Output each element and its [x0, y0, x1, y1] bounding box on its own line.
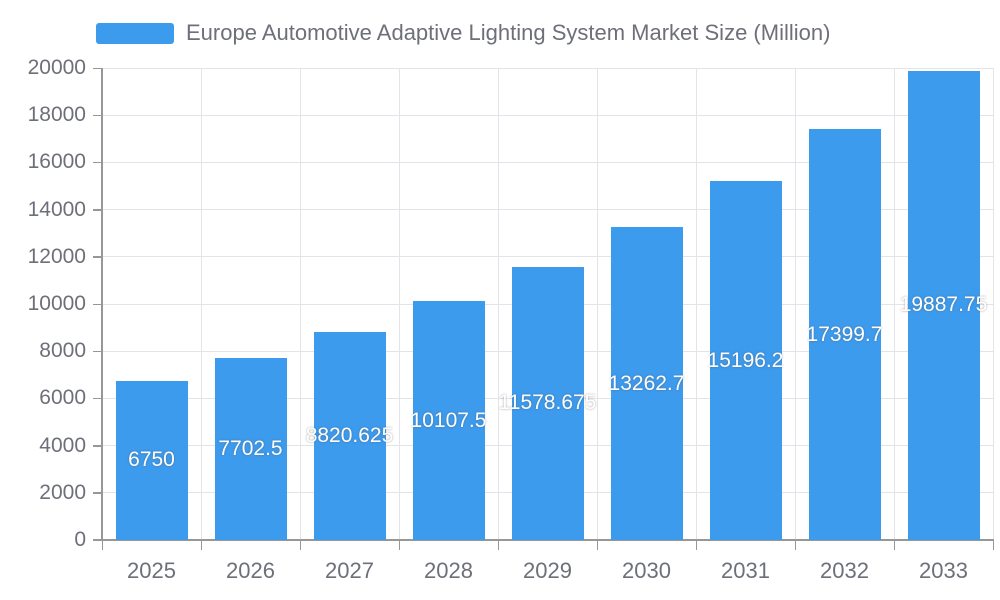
v-gridline [794, 68, 796, 540]
bar-value-label: 10107.5 [410, 408, 487, 432]
bar-value-label: 15196.2 [707, 348, 784, 372]
x-axis-tick [596, 541, 598, 550]
v-gridline [299, 68, 301, 540]
x-tick-label: 2027 [325, 558, 374, 583]
y-tick-label: 8000 [39, 339, 86, 363]
bar[interactable] [907, 70, 980, 540]
y-tick-label: 0 [74, 528, 86, 551]
v-gridline [200, 68, 202, 540]
x-axis-tick [200, 541, 202, 550]
x-tick-label: 2030 [622, 558, 671, 583]
x-tick-label: 2032 [820, 558, 869, 583]
x-tick-label: 2031 [721, 558, 770, 583]
y-tick-label: 14000 [27, 197, 86, 221]
y-axis-tick [93, 209, 101, 211]
x-axis-line [93, 539, 994, 541]
x-tick-label: 2025 [127, 558, 176, 583]
h-gridline [102, 161, 993, 163]
h-gridline [102, 67, 993, 69]
x-axis-tick [794, 541, 796, 550]
y-axis-tick [93, 492, 101, 494]
y-axis-tick [93, 539, 101, 541]
y-axis-line [101, 68, 103, 540]
y-axis-tick [93, 303, 101, 305]
y-axis-tick [93, 445, 101, 447]
x-axis-tick [398, 541, 400, 550]
v-gridline [596, 68, 598, 540]
bar-value-label: 8820.625 [305, 423, 394, 447]
bar[interactable] [808, 129, 881, 540]
bar-value-label: 6750 [128, 448, 175, 472]
x-tick-label: 2026 [226, 558, 275, 583]
v-gridline [893, 68, 895, 540]
x-tick-label: 2029 [523, 558, 572, 583]
v-gridline [497, 68, 499, 540]
bar-value-label: 17399.7 [806, 322, 883, 346]
x-axis-tick [992, 541, 994, 550]
h-gridline [102, 256, 993, 258]
y-tick-label: 16000 [27, 150, 86, 174]
y-axis-tick [93, 350, 101, 353]
x-axis-tick [497, 541, 499, 550]
v-gridline [695, 68, 697, 540]
v-gridline [992, 68, 994, 540]
y-axis-tick [93, 67, 101, 69]
y-axis-tick [93, 114, 101, 117]
bar[interactable] [214, 358, 287, 540]
y-axis-tick [93, 161, 101, 164]
bar-value-label: 19887.75 [899, 293, 988, 317]
y-tick-label: 20000 [27, 56, 86, 79]
bar[interactable] [412, 301, 485, 540]
v-gridline [398, 68, 400, 540]
bar-value-label: 11578.675 [498, 391, 597, 415]
x-tick-label: 2033 [919, 558, 968, 583]
y-tick-label: 2000 [39, 480, 86, 504]
h-gridline [102, 209, 993, 211]
h-gridline [102, 114, 993, 116]
y-tick-label: 10000 [27, 292, 86, 315]
x-axis-tick [299, 541, 301, 550]
bar[interactable] [610, 227, 683, 540]
y-tick-label: 18000 [27, 103, 86, 127]
legend-item[interactable]: Europe Automotive Adaptive Lighting Syst… [96, 20, 830, 46]
bar-value-label: 7702.5 [218, 437, 283, 461]
legend-label: Europe Automotive Adaptive Lighting Syst… [186, 20, 831, 45]
y-axis-tick [93, 256, 101, 258]
legend-swatch [96, 22, 174, 44]
bar[interactable] [709, 181, 782, 540]
x-axis-tick [893, 541, 895, 550]
bar[interactable] [313, 331, 386, 540]
x-axis-tick [695, 541, 697, 550]
bar[interactable] [115, 380, 188, 540]
y-tick-label: 12000 [27, 244, 86, 268]
bar[interactable] [511, 266, 584, 540]
y-tick-label: 4000 [39, 433, 86, 457]
bar-value-label: 13262.7 [608, 371, 685, 395]
x-axis-tick [101, 541, 103, 550]
y-axis-tick [93, 397, 101, 400]
x-tick-label: 2028 [424, 558, 473, 583]
y-tick-label: 6000 [39, 386, 86, 410]
